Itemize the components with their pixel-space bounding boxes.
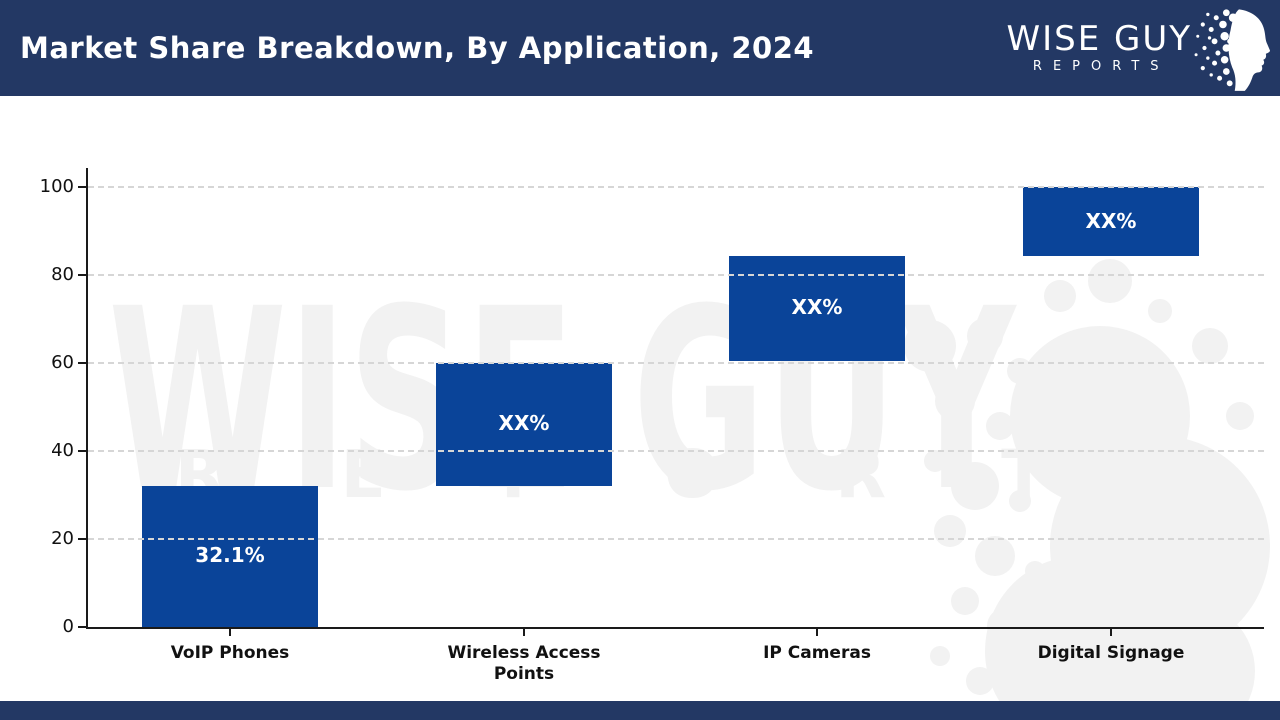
x-axis-category-label-voip-phones: VoIP Phones <box>170 643 290 663</box>
footer-bar <box>0 701 1280 720</box>
y-axis-tick <box>78 626 87 628</box>
y-axis-tick-label: 0 <box>62 616 74 637</box>
bar-value-label-wireless-access-points: XX% <box>498 411 550 436</box>
brand-name: WISE GUY <box>1006 19 1192 59</box>
x-axis-category-label-digital-signage: Digital Signage <box>1037 643 1185 663</box>
gridline-40 <box>88 450 1264 452</box>
page-title: Market Share Breakdown, By Application, … <box>20 31 815 65</box>
x-axis-line <box>86 627 1264 629</box>
x-axis-tick <box>523 629 525 636</box>
x-axis-tick <box>1110 629 1112 636</box>
chart-area: WISE GUY R E P O R T S 0 20 40 60 80 100 32.1%… <box>0 96 1280 701</box>
x-axis-tick <box>229 629 231 636</box>
brand-face-icon <box>1194 9 1270 91</box>
gridline-60 <box>88 362 1264 364</box>
watermark-face-icon <box>904 259 1270 701</box>
brand-logo: WISE GUY REPORTS <box>1006 4 1270 92</box>
bar-ip-cameras <box>729 256 905 361</box>
y-axis-tick-label: 40 <box>51 440 74 461</box>
y-axis-tick <box>78 450 87 452</box>
bar-value-label-ip-cameras: XX% <box>791 295 843 320</box>
bar-value-label-digital-signage: XX% <box>1085 208 1137 233</box>
gridline-80 <box>88 274 1264 276</box>
y-axis-tick <box>78 362 87 364</box>
x-axis-category-label-ip-cameras: IP Cameras <box>763 643 871 663</box>
bar-digital-signage <box>1023 187 1199 257</box>
bar-wireless-access-points <box>436 362 612 486</box>
x-axis-tick <box>816 629 818 636</box>
y-axis-tick-label: 20 <box>51 528 74 549</box>
gridline-20 <box>88 538 1264 540</box>
bar-voip-phones <box>142 485 318 627</box>
y-axis-tick <box>78 538 87 540</box>
y-axis-tick-label: 60 <box>51 352 74 373</box>
y-axis-tick-label: 80 <box>51 264 74 285</box>
y-axis-tick-label: 100 <box>39 176 74 197</box>
header-bar: Market Share Breakdown, By Application, … <box>0 0 1280 96</box>
brand-subtitle: REPORTS <box>1032 59 1170 74</box>
bar-value-label-voip-phones: 32.1% <box>195 543 265 568</box>
y-axis-tick <box>78 186 87 188</box>
gridline-100 <box>88 186 1264 188</box>
y-axis-line <box>86 168 88 629</box>
y-axis-tick <box>78 274 87 276</box>
x-axis-category-label-wireless-access-points: Wireless Access Points <box>447 643 601 684</box>
